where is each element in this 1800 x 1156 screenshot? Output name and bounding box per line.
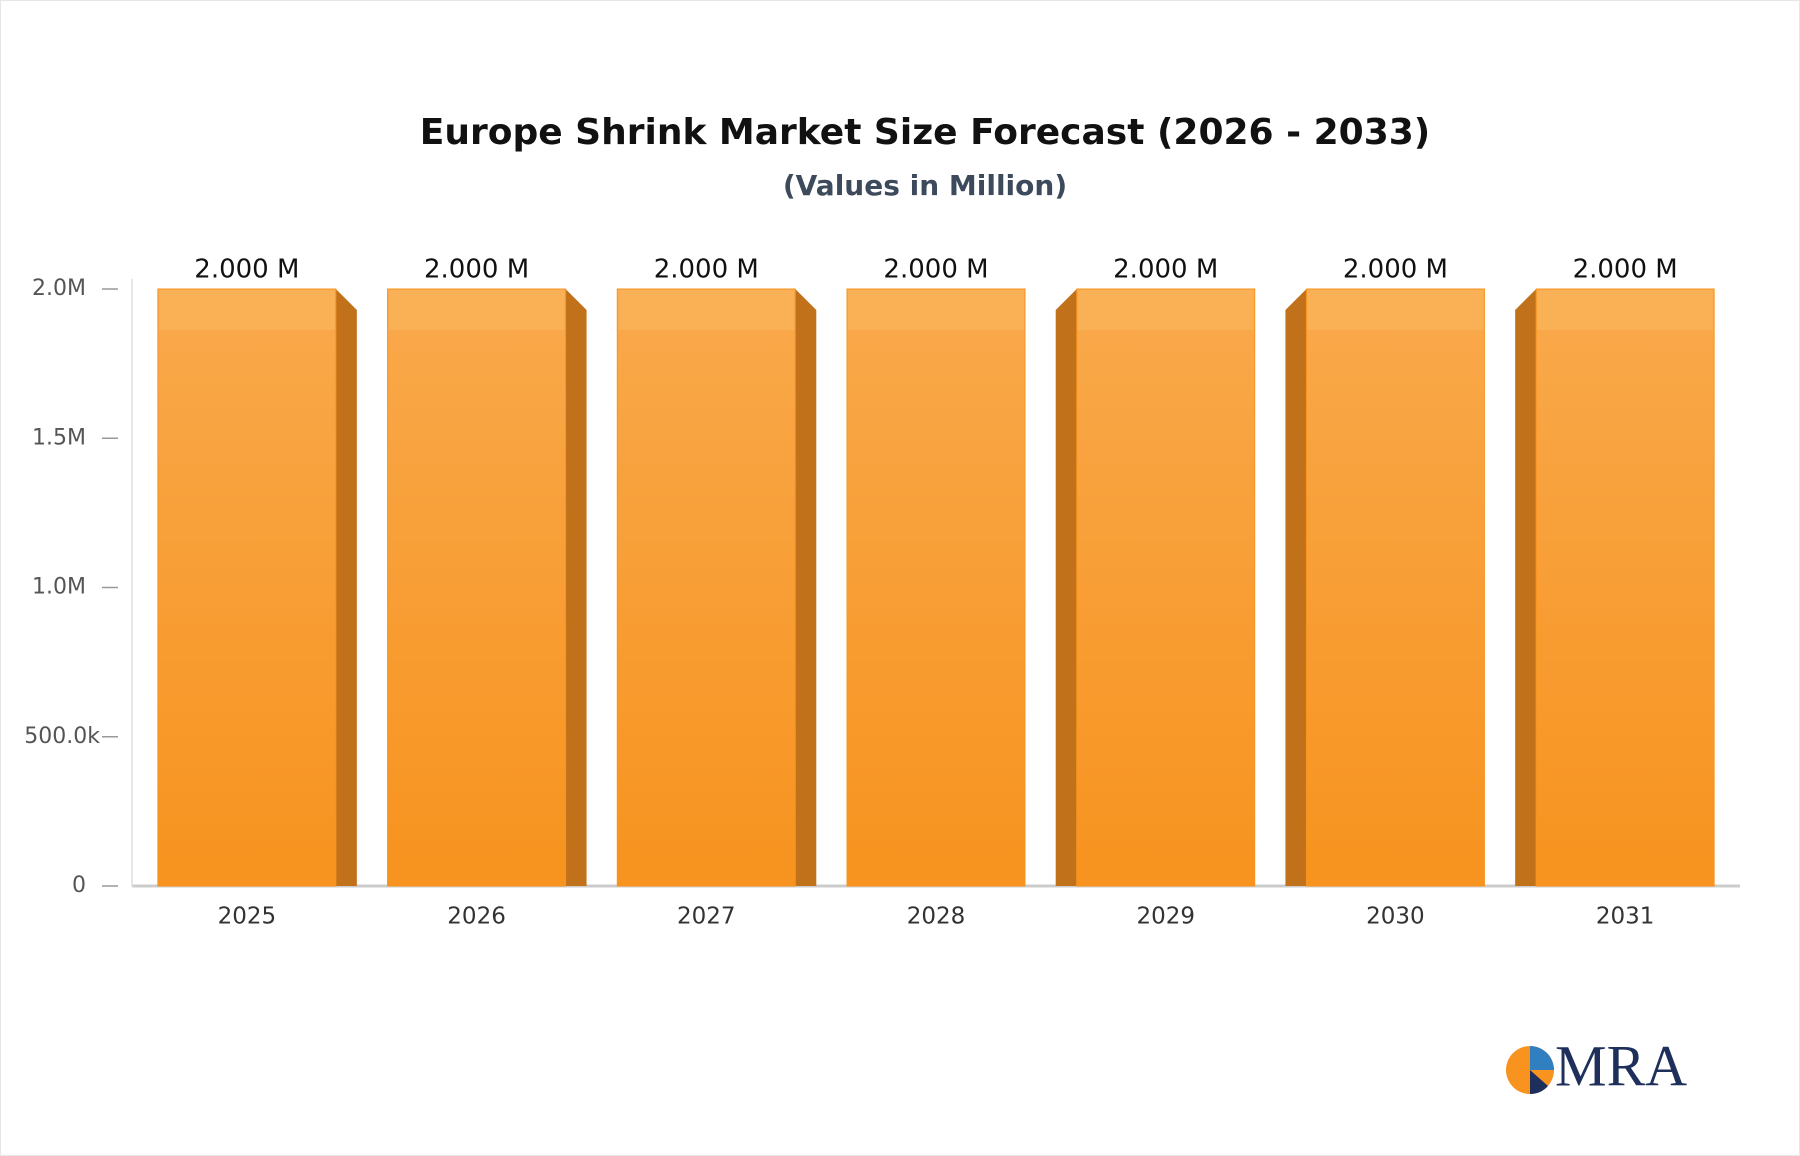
x-tick-label: 2026	[447, 904, 506, 930]
y-tick-label: 1.0M	[32, 575, 86, 600]
x-tick-label: 2031	[1596, 904, 1655, 930]
bar-top-shade	[848, 290, 1024, 330]
y-tick-label: 0	[72, 873, 86, 898]
x-tick-label: 2027	[677, 904, 736, 930]
bar	[157, 288, 337, 887]
bar	[846, 288, 1026, 887]
x-tick-label: 2029	[1136, 904, 1195, 930]
bar-side	[1055, 289, 1077, 886]
logo-slice	[1530, 1070, 1548, 1095]
value-label: 2.000 M	[1113, 255, 1218, 285]
value-label: 2.000 M	[194, 255, 299, 285]
x-tick-label: 2025	[218, 904, 277, 930]
bar	[387, 288, 567, 887]
bar-side	[1515, 289, 1537, 886]
bar-top-shade	[158, 290, 335, 330]
bar-side	[565, 289, 587, 886]
x-tick-label: 2030	[1366, 904, 1425, 930]
y-tick-label: 1.5M	[32, 425, 86, 450]
bar	[1305, 288, 1485, 887]
value-label: 2.000 M	[1343, 255, 1448, 285]
chart-title: Europe Shrink Market Size Forecast (2026…	[420, 112, 1431, 153]
y-tick-label: 500.0k	[24, 724, 100, 749]
y-tick-label: 2.0M	[32, 276, 86, 301]
value-label: 2.000 M	[883, 255, 988, 285]
bar	[1535, 288, 1715, 887]
logo-text: MRA	[1555, 1033, 1687, 1098]
x-tick-label: 2028	[907, 904, 966, 930]
bar-side	[795, 289, 817, 886]
bar	[616, 288, 796, 887]
value-label: 2.000 M	[1573, 255, 1678, 285]
bar-top-shade	[618, 290, 795, 330]
logo: MRA	[1506, 1033, 1687, 1098]
value-label: 2.000 M	[654, 255, 759, 285]
bar-side	[1285, 289, 1307, 886]
value-label: 2.000 M	[424, 255, 529, 285]
bar-top-shade	[1537, 290, 1714, 330]
bar-top-shade	[388, 290, 565, 330]
bar	[1076, 288, 1256, 887]
bar-top-shade	[1077, 290, 1254, 330]
bar-top-shade	[1307, 290, 1484, 330]
chart-subtitle: (Values in Million)	[783, 169, 1067, 202]
logo-slice	[1530, 1046, 1554, 1070]
bar-side	[335, 289, 357, 886]
